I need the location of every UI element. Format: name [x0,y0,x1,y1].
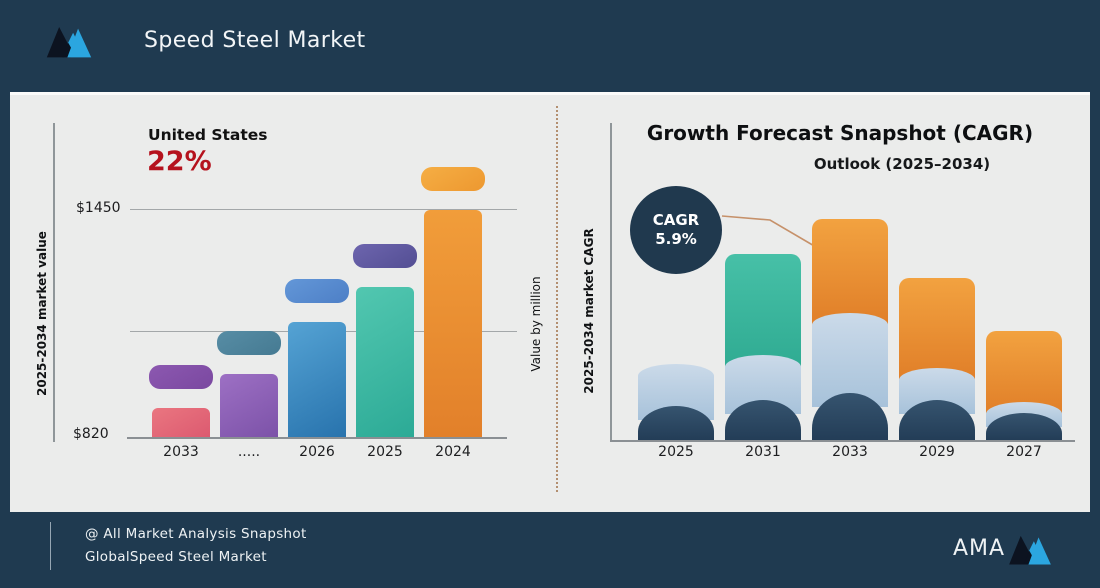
right-x-axis [610,440,1075,442]
right-bar-2031-segment-navy [725,400,801,440]
cagr-badge-label: CAGR [652,210,700,229]
right-chart-subtitle: Outlook (2025–2034) [813,155,991,173]
left-bar-cap-2024 [421,167,485,191]
left-bar-2033 [152,408,210,437]
right-bar-2027-segment-orange [986,331,1062,416]
left-bar-cap-..... [217,330,281,355]
left-chart-annotation: 22% [147,146,212,177]
footer-credit: @ All Market Analysis Snapshot [85,526,307,542]
left-right-axis-label: Value by million [529,276,543,372]
left-chart-title: United States [148,126,268,144]
footer-market-name: GlobalSpeed Steel Market [85,549,267,565]
left-bar-2026 [288,321,346,437]
left-tick-820: $820 [73,426,109,442]
left-x-label-2024: 2024 [435,444,471,460]
right-y-axis-label: 2025-2034 market CAGR [582,228,596,394]
right-bar-2027-segment-navy [986,413,1062,440]
right-x-label-2033: 2033 [832,444,868,460]
right-bar-2029-segment-navy [899,400,975,440]
right-bar-2029-segment-orange [899,278,975,382]
footer-brand-text: AMA [953,536,1006,561]
left-x-label-2033: 2033 [163,444,199,460]
left-x-label-2025: 2025 [367,444,403,460]
left-y-axis-label: 2025-2034 market value [35,231,49,396]
page-title: Speed Steel Market [144,28,366,53]
ama-logo-icon [46,27,92,58]
left-tick-1450: $1450 [76,200,121,216]
left-x-axis [127,437,507,439]
right-bar-2025-segment-navy [638,406,714,440]
left-bar-cap-2026 [285,278,349,303]
right-bar-2031-segment-teal [725,254,801,369]
footer-ama-logo-icon [1009,535,1051,565]
right-x-label-2029: 2029 [919,444,955,460]
footer-divider [50,522,51,570]
right-bar-2033-segment-orange [812,219,888,327]
footer-band [0,512,1100,588]
left-x-label-.....: ..... [237,444,261,460]
right-y-axis [610,123,612,442]
left-x-label-2026: 2026 [299,444,335,460]
left-bar-..... [220,373,278,437]
left-bar-cap-2025 [353,244,417,269]
right-chart-title: Growth Forecast Snapshot (CAGR) [646,121,1034,145]
left-bar-2024 [424,210,482,437]
left-gridline-top [130,209,517,210]
left-bar-2025 [356,287,414,437]
left-bar-cap-2033 [149,365,213,390]
right-bar-2033-segment-light [812,313,888,407]
left-y-axis [53,123,55,442]
right-x-label-2025: 2025 [658,444,694,460]
section-divider [556,106,558,492]
header-band: Speed Steel Market [0,0,1100,92]
cagr-badge: CAGR 5.9% [630,186,722,274]
right-x-label-2031: 2031 [745,444,781,460]
right-x-label-2027: 2027 [1006,444,1042,460]
cagr-badge-value: 5.9% [655,230,697,248]
